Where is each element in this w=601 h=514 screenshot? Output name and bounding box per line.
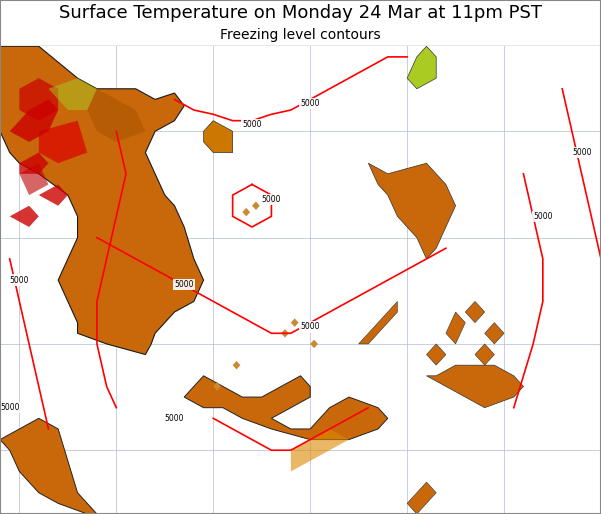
Polygon shape (19, 163, 49, 195)
Polygon shape (475, 344, 495, 365)
Polygon shape (484, 323, 504, 344)
Polygon shape (291, 429, 349, 471)
Text: 5000: 5000 (533, 212, 552, 221)
Polygon shape (427, 344, 446, 365)
Text: 5000: 5000 (165, 414, 185, 423)
Text: 5000: 5000 (300, 99, 320, 108)
Text: 5000: 5000 (261, 195, 281, 204)
Polygon shape (39, 185, 68, 206)
Text: Surface Temperature on Monday 24 Mar at 11pm PST: Surface Temperature on Monday 24 Mar at … (59, 4, 542, 22)
Text: 5000: 5000 (174, 280, 194, 289)
Polygon shape (368, 163, 456, 259)
Polygon shape (359, 301, 397, 344)
Text: 5000: 5000 (242, 120, 262, 130)
Text: 5000: 5000 (572, 148, 591, 157)
Polygon shape (407, 46, 436, 89)
Polygon shape (0, 418, 97, 514)
Polygon shape (310, 340, 318, 348)
Polygon shape (184, 376, 388, 439)
Text: 5000: 5000 (300, 322, 320, 332)
Polygon shape (87, 89, 145, 142)
Polygon shape (407, 482, 436, 514)
Polygon shape (19, 153, 49, 174)
Polygon shape (0, 46, 204, 355)
Polygon shape (204, 121, 233, 153)
Polygon shape (446, 312, 465, 344)
Polygon shape (252, 201, 260, 210)
Polygon shape (427, 365, 523, 408)
Polygon shape (10, 99, 58, 142)
Text: 5000: 5000 (0, 403, 19, 412)
Polygon shape (39, 121, 87, 163)
Polygon shape (291, 318, 299, 327)
Polygon shape (213, 382, 221, 391)
Text: 5000: 5000 (10, 276, 29, 285)
Polygon shape (281, 329, 289, 338)
Polygon shape (49, 78, 97, 110)
Polygon shape (19, 78, 58, 121)
Polygon shape (465, 301, 484, 323)
Polygon shape (10, 206, 39, 227)
Polygon shape (242, 208, 250, 216)
Text: Freezing level contours: Freezing level contours (220, 28, 381, 42)
Polygon shape (233, 361, 240, 370)
Polygon shape (272, 195, 279, 204)
